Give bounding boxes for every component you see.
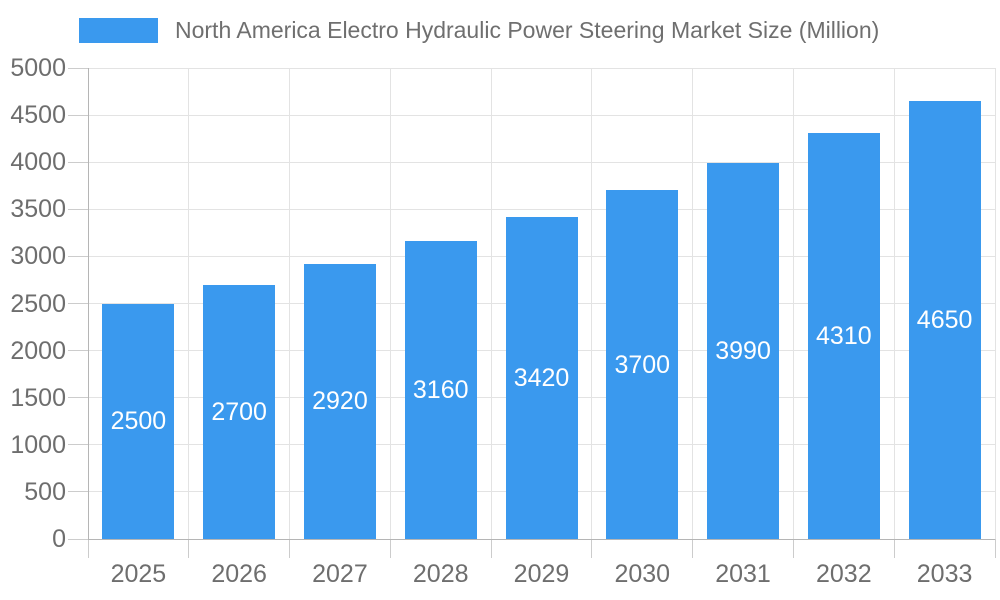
x-axis-label: 2032: [816, 560, 872, 588]
x-axis-tick: [591, 539, 593, 558]
bar-value-label: 2500: [110, 407, 167, 436]
x-axis-tick: [490, 539, 492, 558]
legend[interactable]: North America Electro Hydraulic Power St…: [79, 18, 879, 43]
x-axis-label: 2027: [312, 560, 368, 588]
vertical-gridline: [792, 68, 794, 539]
x-axis-label: 2025: [110, 560, 167, 588]
horizontal-gridline: [88, 114, 995, 116]
vertical-gridline: [692, 68, 694, 539]
bar[interactable]: [606, 190, 679, 539]
horizontal-gridline: [88, 208, 995, 210]
y-axis-tick: [68, 397, 88, 399]
horizontal-gridline: [88, 67, 995, 69]
x-axis-tick: [289, 539, 291, 558]
x-axis-label: 2026: [211, 560, 267, 588]
y-axis-tick: [68, 255, 88, 257]
y-axis-tick: [68, 303, 88, 304]
y-axis-label: 3500: [10, 195, 66, 224]
bar[interactable]: [102, 303, 175, 539]
x-axis-label: 2030: [614, 560, 671, 588]
y-axis-label: 2000: [10, 336, 66, 365]
bar[interactable]: [505, 216, 578, 539]
bar[interactable]: [303, 263, 376, 539]
y-axis-tick: [68, 538, 88, 540]
vertical-gridline: [389, 68, 391, 539]
legend-label: North America Electro Hydraulic Power St…: [175, 17, 880, 43]
vertical-gridline: [591, 68, 593, 539]
x-axis-label: 2029: [513, 560, 570, 588]
bar-value-label: 2920: [312, 387, 368, 416]
x-axis-label: 2031: [715, 560, 771, 588]
bar[interactable]: [203, 284, 276, 539]
x-axis-line: [88, 538, 995, 540]
y-axis-label: 1000: [10, 430, 66, 459]
y-axis-line: [87, 68, 89, 539]
bar[interactable]: [908, 100, 981, 539]
y-axis-label: 0: [52, 525, 66, 553]
bar-value-label: 4310: [816, 321, 872, 350]
x-axis-tick: [389, 539, 391, 558]
legend-swatch: [79, 18, 158, 43]
bar[interactable]: [707, 163, 780, 539]
x-axis-label: 2033: [916, 560, 973, 588]
x-axis-tick: [692, 539, 694, 558]
x-axis-tick: [792, 539, 794, 558]
x-axis-tick: [87, 539, 89, 558]
y-axis-label: 1500: [10, 383, 66, 412]
bar-value-label: 3420: [513, 363, 570, 392]
x-axis-label: 2028: [412, 560, 469, 588]
y-axis-label: 4000: [10, 148, 66, 177]
x-axis-tick: [188, 539, 190, 558]
y-axis-tick: [68, 491, 88, 493]
y-axis-label: 5000: [10, 54, 66, 82]
x-axis-tick: [893, 539, 895, 558]
y-axis-label: 2500: [10, 289, 66, 318]
vertical-gridline: [289, 68, 291, 539]
vertical-gridline: [490, 68, 492, 539]
horizontal-gridline: [88, 161, 995, 163]
vertical-gridline: [893, 68, 895, 539]
vertical-gridline: [994, 68, 996, 539]
vertical-gridline: [188, 68, 190, 539]
bar-value-label: 2700: [211, 397, 267, 426]
x-axis-tick: [994, 539, 996, 558]
y-axis-label: 3000: [10, 242, 66, 271]
bar-value-label: 3990: [715, 337, 771, 366]
y-axis-tick: [68, 114, 88, 116]
y-axis-tick: [68, 67, 88, 69]
y-axis-tick: [68, 350, 88, 352]
bar-value-label: 3160: [412, 376, 469, 405]
bar-value-label: 4650: [916, 305, 973, 334]
y-axis-label: 4500: [10, 101, 66, 130]
y-axis-tick: [68, 161, 88, 163]
y-axis-tick: [68, 444, 88, 446]
y-axis-tick: [68, 208, 88, 210]
bar[interactable]: [404, 241, 477, 539]
bar[interactable]: [807, 132, 880, 539]
bar-value-label: 3700: [614, 350, 671, 379]
y-axis-label: 500: [24, 477, 66, 506]
